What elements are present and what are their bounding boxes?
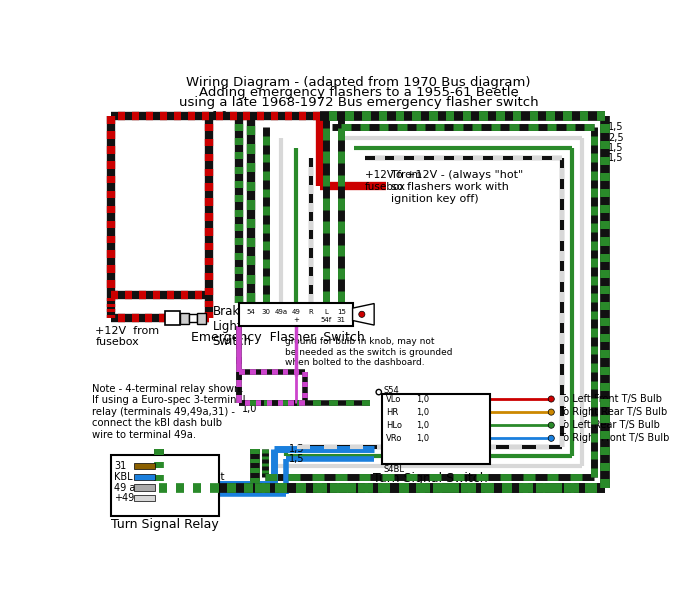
Text: 1,0: 1,0 — [416, 395, 430, 404]
Text: +12V from
fusebox: +12V from fusebox — [365, 170, 421, 192]
Circle shape — [358, 311, 365, 318]
Text: 1,5: 1,5 — [608, 153, 624, 163]
Text: L: L — [324, 309, 328, 315]
Text: 1,5: 1,5 — [290, 454, 305, 464]
Text: VLo: VLo — [386, 395, 401, 404]
Text: HLo: HLo — [386, 420, 402, 430]
Bar — [134, 495, 155, 501]
Text: Emergency  Flasher  Switch: Emergency Flasher Switch — [191, 331, 365, 344]
Text: To Right Front T/S Bulb: To Right Front T/S Bulb — [559, 434, 669, 443]
Text: 1,5: 1,5 — [290, 444, 305, 454]
Circle shape — [548, 409, 554, 415]
Bar — [180, 313, 189, 324]
Bar — [134, 463, 155, 469]
Text: HR: HR — [386, 408, 398, 417]
Text: 1,5: 1,5 — [608, 143, 624, 153]
Text: 2,5: 2,5 — [608, 133, 624, 143]
Text: 1,0: 1,0 — [211, 111, 228, 121]
Polygon shape — [353, 304, 375, 325]
Text: S54: S54 — [384, 386, 399, 395]
Bar — [134, 484, 155, 490]
Circle shape — [548, 396, 554, 402]
Text: +49: +49 — [114, 493, 134, 504]
Text: Brake
Light
Switch: Brake Light Switch — [213, 305, 251, 348]
Text: 2,5: 2,5 — [114, 493, 130, 504]
Text: 1,0: 1,0 — [241, 404, 257, 414]
Text: 54f: 54f — [321, 318, 332, 324]
Text: Turn Signal Relay: Turn Signal Relay — [111, 518, 218, 532]
Bar — [111, 455, 218, 516]
Text: R: R — [309, 309, 314, 315]
Text: ground for bulb in knob, may not
be needed as the switch is grounded
when bolted: ground for bulb in knob, may not be need… — [285, 337, 452, 367]
Circle shape — [548, 435, 554, 441]
Bar — [164, 311, 180, 325]
Text: To +12V - (always "hot"
so flashers work with
ignition key off): To +12V - (always "hot" so flashers work… — [391, 170, 524, 203]
Text: 54: 54 — [246, 309, 256, 315]
Text: 49 a: 49 a — [114, 483, 135, 493]
Text: 1,0: 1,0 — [416, 408, 430, 417]
Text: Adding emergency flashers to a 1955-61 Beetle: Adding emergency flashers to a 1955-61 B… — [199, 86, 519, 99]
Text: Wiring Diagram - (adapted from 1970 Bus diagram): Wiring Diagram - (adapted from 1970 Bus … — [186, 75, 531, 89]
Bar — [382, 393, 490, 465]
Text: To Left Front T/S Bulb: To Left Front T/S Bulb — [559, 394, 662, 404]
Text: To Right Rear T/S Bulb: To Right Rear T/S Bulb — [559, 407, 667, 417]
Text: To Left Rear T/S Bulb: To Left Rear T/S Bulb — [559, 420, 660, 430]
Text: VRo: VRo — [386, 434, 402, 443]
Circle shape — [548, 422, 554, 428]
Text: KBL: KBL — [114, 472, 132, 482]
Text: to ground: to ground — [158, 461, 209, 471]
Text: 31: 31 — [337, 318, 346, 324]
Text: 1,5: 1,5 — [608, 122, 624, 132]
Bar — [189, 315, 197, 322]
Text: +12V  from
fusebox: +12V from fusebox — [95, 326, 160, 347]
Text: Note - 4-terminal relay shown.
If using a Euro-spec 3-terminal
relay (terminals : Note - 4-terminal relay shown. If using … — [92, 383, 245, 440]
Bar — [197, 313, 206, 324]
Text: using a late 1968-1972 Bus emergency flasher switch: using a late 1968-1972 Bus emergency fla… — [179, 96, 538, 109]
Text: 31: 31 — [114, 461, 126, 471]
Text: 30: 30 — [261, 309, 270, 315]
Text: to dash light: to dash light — [158, 472, 224, 482]
Text: 15: 15 — [337, 309, 346, 315]
Text: 49a: 49a — [274, 309, 288, 315]
Bar — [239, 303, 353, 326]
Text: 1,0: 1,0 — [416, 420, 430, 430]
Text: S4BL: S4BL — [384, 465, 405, 474]
Text: Turn Signal Switch: Turn Signal Switch — [372, 472, 487, 485]
Text: 49: 49 — [292, 309, 300, 315]
Text: 1,0: 1,0 — [416, 434, 430, 443]
Bar — [134, 474, 155, 480]
Text: +: + — [293, 318, 299, 324]
